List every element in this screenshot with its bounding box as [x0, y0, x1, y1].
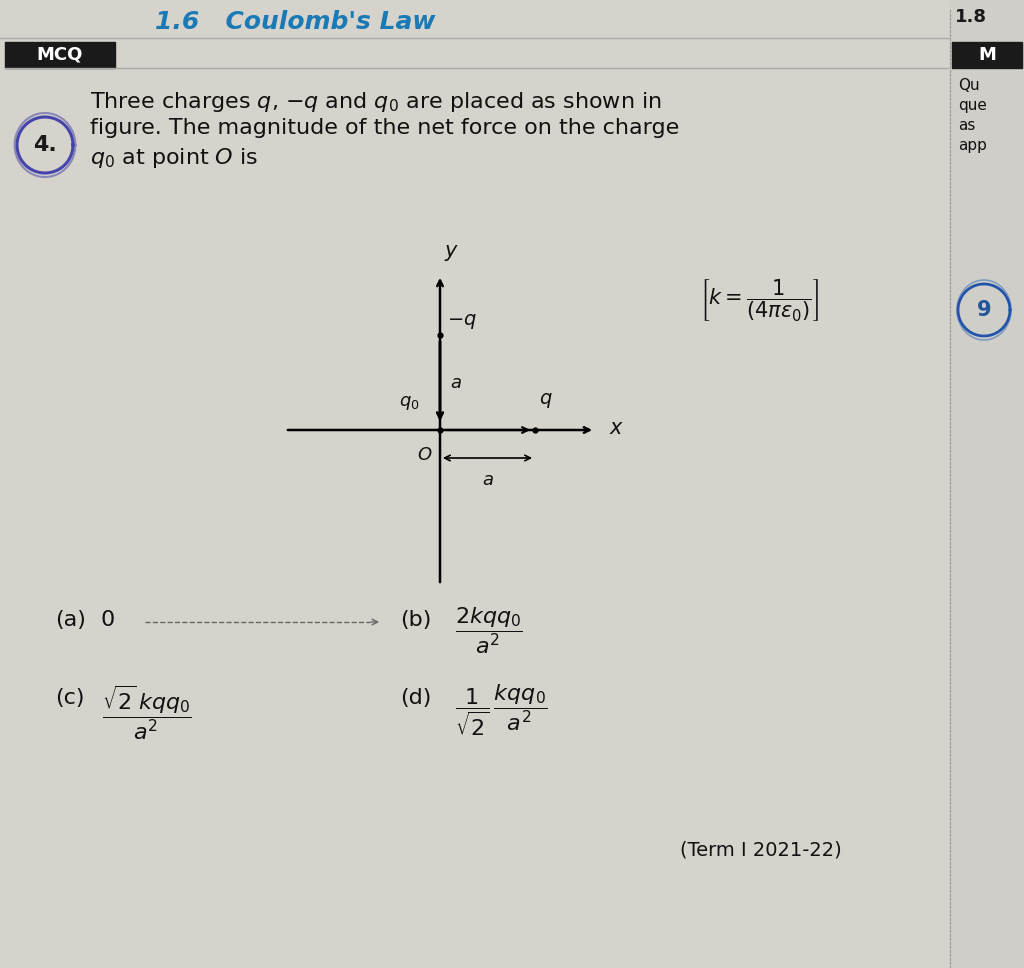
Text: 0: 0 — [100, 610, 115, 630]
Text: $-q$: $-q$ — [447, 312, 477, 331]
Text: $a$: $a$ — [450, 374, 462, 391]
Text: $q$: $q$ — [539, 391, 553, 410]
Text: (Term I 2021-22): (Term I 2021-22) — [680, 840, 842, 859]
Bar — [5, 42, 115, 68]
Text: (d): (d) — [400, 688, 431, 708]
Text: as: as — [958, 118, 976, 133]
Text: $y$: $y$ — [444, 243, 459, 263]
Text: $q_0$ at point $O$ is: $q_0$ at point $O$ is — [90, 146, 258, 170]
Text: $\left[k = \dfrac{1}{(4\pi\varepsilon_0)}\right]$: $\left[k = \dfrac{1}{(4\pi\varepsilon_0)… — [700, 278, 819, 324]
Text: $x$: $x$ — [609, 418, 624, 438]
Text: $\dfrac{1}{\sqrt{2}}\,\dfrac{kqq_0}{a^2}$: $\dfrac{1}{\sqrt{2}}\,\dfrac{kqq_0}{a^2}… — [455, 683, 548, 739]
Text: 1.6   Coulomb's Law: 1.6 Coulomb's Law — [155, 10, 435, 34]
Text: (b): (b) — [400, 610, 431, 630]
Bar — [952, 42, 1022, 68]
Text: 1.8: 1.8 — [955, 8, 987, 26]
Text: (c): (c) — [55, 688, 85, 708]
Text: M: M — [978, 46, 996, 64]
Text: Three charges $q$, $-q$ and $q_0$ are placed as shown in: Three charges $q$, $-q$ and $q_0$ are pl… — [90, 90, 662, 114]
Text: figure. The magnitude of the net force on the charge: figure. The magnitude of the net force o… — [90, 118, 679, 138]
Text: (a): (a) — [55, 610, 86, 630]
Text: $q_0$: $q_0$ — [399, 394, 420, 412]
Text: 4.: 4. — [33, 135, 57, 155]
Text: app: app — [958, 138, 987, 153]
Text: $a$: $a$ — [481, 471, 494, 489]
Bar — [950, 0, 1024, 968]
Text: 9: 9 — [977, 300, 991, 320]
Text: $\dfrac{2kqq_0}{a^2}$: $\dfrac{2kqq_0}{a^2}$ — [455, 605, 523, 655]
Text: $O$: $O$ — [417, 446, 432, 464]
Text: MCQ: MCQ — [37, 46, 83, 64]
Text: $\dfrac{\sqrt{2}\,kqq_0}{a^2}$: $\dfrac{\sqrt{2}\,kqq_0}{a^2}$ — [102, 683, 191, 741]
Text: Qu: Qu — [958, 78, 980, 93]
Text: que: que — [958, 98, 987, 113]
